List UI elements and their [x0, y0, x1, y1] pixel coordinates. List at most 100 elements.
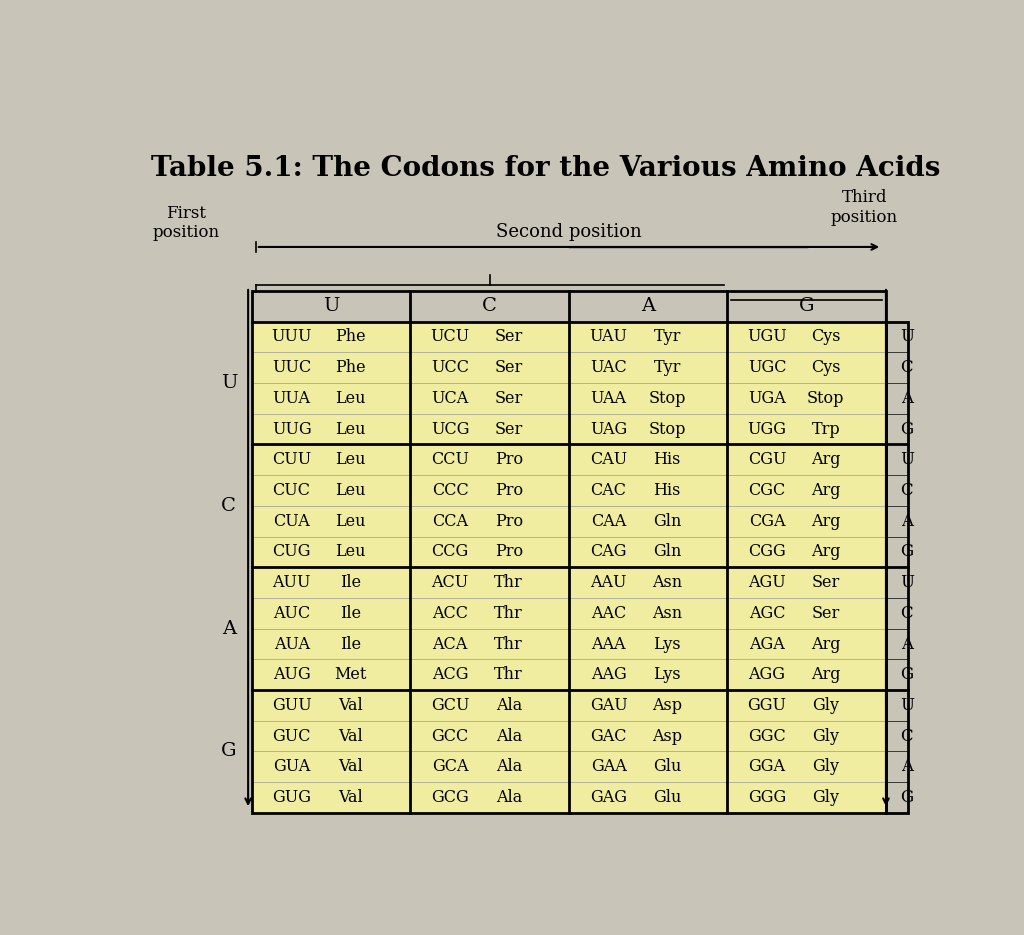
Text: GGC: GGC	[749, 727, 786, 744]
Text: UAA: UAA	[591, 390, 627, 407]
Text: Ala: Ala	[496, 727, 522, 744]
Text: Gly: Gly	[812, 789, 840, 806]
Text: Ala: Ala	[496, 697, 522, 714]
Text: Thr: Thr	[495, 636, 523, 653]
Text: AAA: AAA	[591, 636, 626, 653]
Text: Phe: Phe	[335, 328, 366, 346]
Bar	[727, 690, 886, 813]
Text: Thr: Thr	[495, 667, 523, 683]
Text: Arg: Arg	[811, 512, 841, 530]
Text: Ala: Ala	[496, 758, 522, 775]
Text: Table 5.1: The Codons for the Various Amino Acids: Table 5.1: The Codons for the Various Am…	[152, 154, 941, 181]
Text: C: C	[900, 359, 913, 376]
Text: C: C	[900, 482, 913, 499]
Text: UGC: UGC	[748, 359, 786, 376]
Text: GAC: GAC	[591, 727, 627, 744]
Text: C: C	[900, 605, 913, 622]
Text: Arg: Arg	[811, 543, 841, 560]
Text: First
position: First position	[153, 205, 220, 241]
Text: AUU: AUU	[272, 574, 311, 591]
Bar	[411, 444, 569, 568]
Text: UAC: UAC	[590, 359, 627, 376]
Text: CCC: CCC	[432, 482, 469, 499]
Text: CUA: CUA	[273, 512, 310, 530]
Text: Gln: Gln	[653, 512, 681, 530]
Text: ACU: ACU	[431, 574, 469, 591]
Bar	[411, 322, 569, 444]
Text: Ile: Ile	[340, 605, 360, 622]
Text: Pro: Pro	[495, 512, 523, 530]
Text: G: G	[900, 667, 913, 683]
Text: A: A	[221, 620, 236, 638]
Text: GUC: GUC	[272, 727, 311, 744]
Text: A: A	[901, 758, 912, 775]
Text: UGA: UGA	[749, 390, 786, 407]
Text: Lys: Lys	[653, 636, 681, 653]
Text: UUC: UUC	[272, 359, 311, 376]
Text: GUA: GUA	[273, 758, 310, 775]
Text: Stop: Stop	[648, 390, 686, 407]
Text: GCC: GCC	[431, 727, 469, 744]
Text: UCC: UCC	[431, 359, 469, 376]
Text: Val: Val	[338, 697, 362, 714]
Text: CGC: CGC	[749, 482, 785, 499]
Bar	[886, 322, 907, 813]
Text: Tyr: Tyr	[653, 328, 681, 346]
Text: His: His	[653, 482, 681, 499]
Text: Ser: Ser	[495, 359, 523, 376]
Bar	[252, 568, 411, 690]
Text: Glu: Glu	[653, 758, 681, 775]
Text: Leu: Leu	[335, 390, 366, 407]
Text: Thr: Thr	[495, 605, 523, 622]
Text: Leu: Leu	[335, 512, 366, 530]
Text: U: U	[900, 328, 913, 346]
Text: GAU: GAU	[590, 697, 628, 714]
Text: A: A	[901, 512, 912, 530]
Text: ACG: ACG	[432, 667, 468, 683]
Text: GAA: GAA	[591, 758, 627, 775]
Text: UAG: UAG	[590, 421, 628, 438]
Text: Lys: Lys	[653, 667, 681, 683]
Text: G: G	[900, 789, 913, 806]
Text: CGG: CGG	[749, 543, 786, 560]
Text: Pro: Pro	[495, 482, 523, 499]
Text: UUG: UUG	[271, 421, 311, 438]
Text: C: C	[900, 727, 913, 744]
Text: CUC: CUC	[272, 482, 310, 499]
Text: UCA: UCA	[431, 390, 469, 407]
Text: Ser: Ser	[812, 605, 840, 622]
Text: G: G	[221, 742, 237, 760]
Text: UAU: UAU	[590, 328, 628, 346]
Text: Ser: Ser	[495, 328, 523, 346]
Text: His: His	[653, 452, 681, 468]
Text: Asn: Asn	[652, 574, 682, 591]
Text: Ser: Ser	[495, 421, 523, 438]
Text: U: U	[220, 374, 237, 392]
Text: AUG: AUG	[272, 667, 310, 683]
Text: A: A	[641, 297, 655, 315]
Text: A: A	[901, 390, 912, 407]
Text: AGU: AGU	[749, 574, 786, 591]
Text: Gly: Gly	[812, 727, 840, 744]
Text: AAC: AAC	[591, 605, 627, 622]
Text: Stop: Stop	[807, 390, 845, 407]
Text: Pro: Pro	[495, 543, 523, 560]
Text: U: U	[323, 297, 339, 315]
Text: Met: Met	[334, 667, 367, 683]
Text: CAA: CAA	[591, 512, 627, 530]
Bar	[727, 568, 886, 690]
Bar	[569, 444, 727, 568]
Text: CAG: CAG	[591, 543, 627, 560]
Text: U: U	[900, 697, 913, 714]
Text: GCA: GCA	[432, 758, 468, 775]
Text: Ala: Ala	[496, 789, 522, 806]
Text: AAG: AAG	[591, 667, 627, 683]
Text: Arg: Arg	[811, 636, 841, 653]
Text: Gln: Gln	[653, 543, 681, 560]
Text: CCA: CCA	[432, 512, 468, 530]
Text: Leu: Leu	[335, 421, 366, 438]
Text: UUU: UUU	[271, 328, 312, 346]
Bar	[569, 690, 727, 813]
Text: AGA: AGA	[750, 636, 785, 653]
Text: GAG: GAG	[590, 789, 627, 806]
